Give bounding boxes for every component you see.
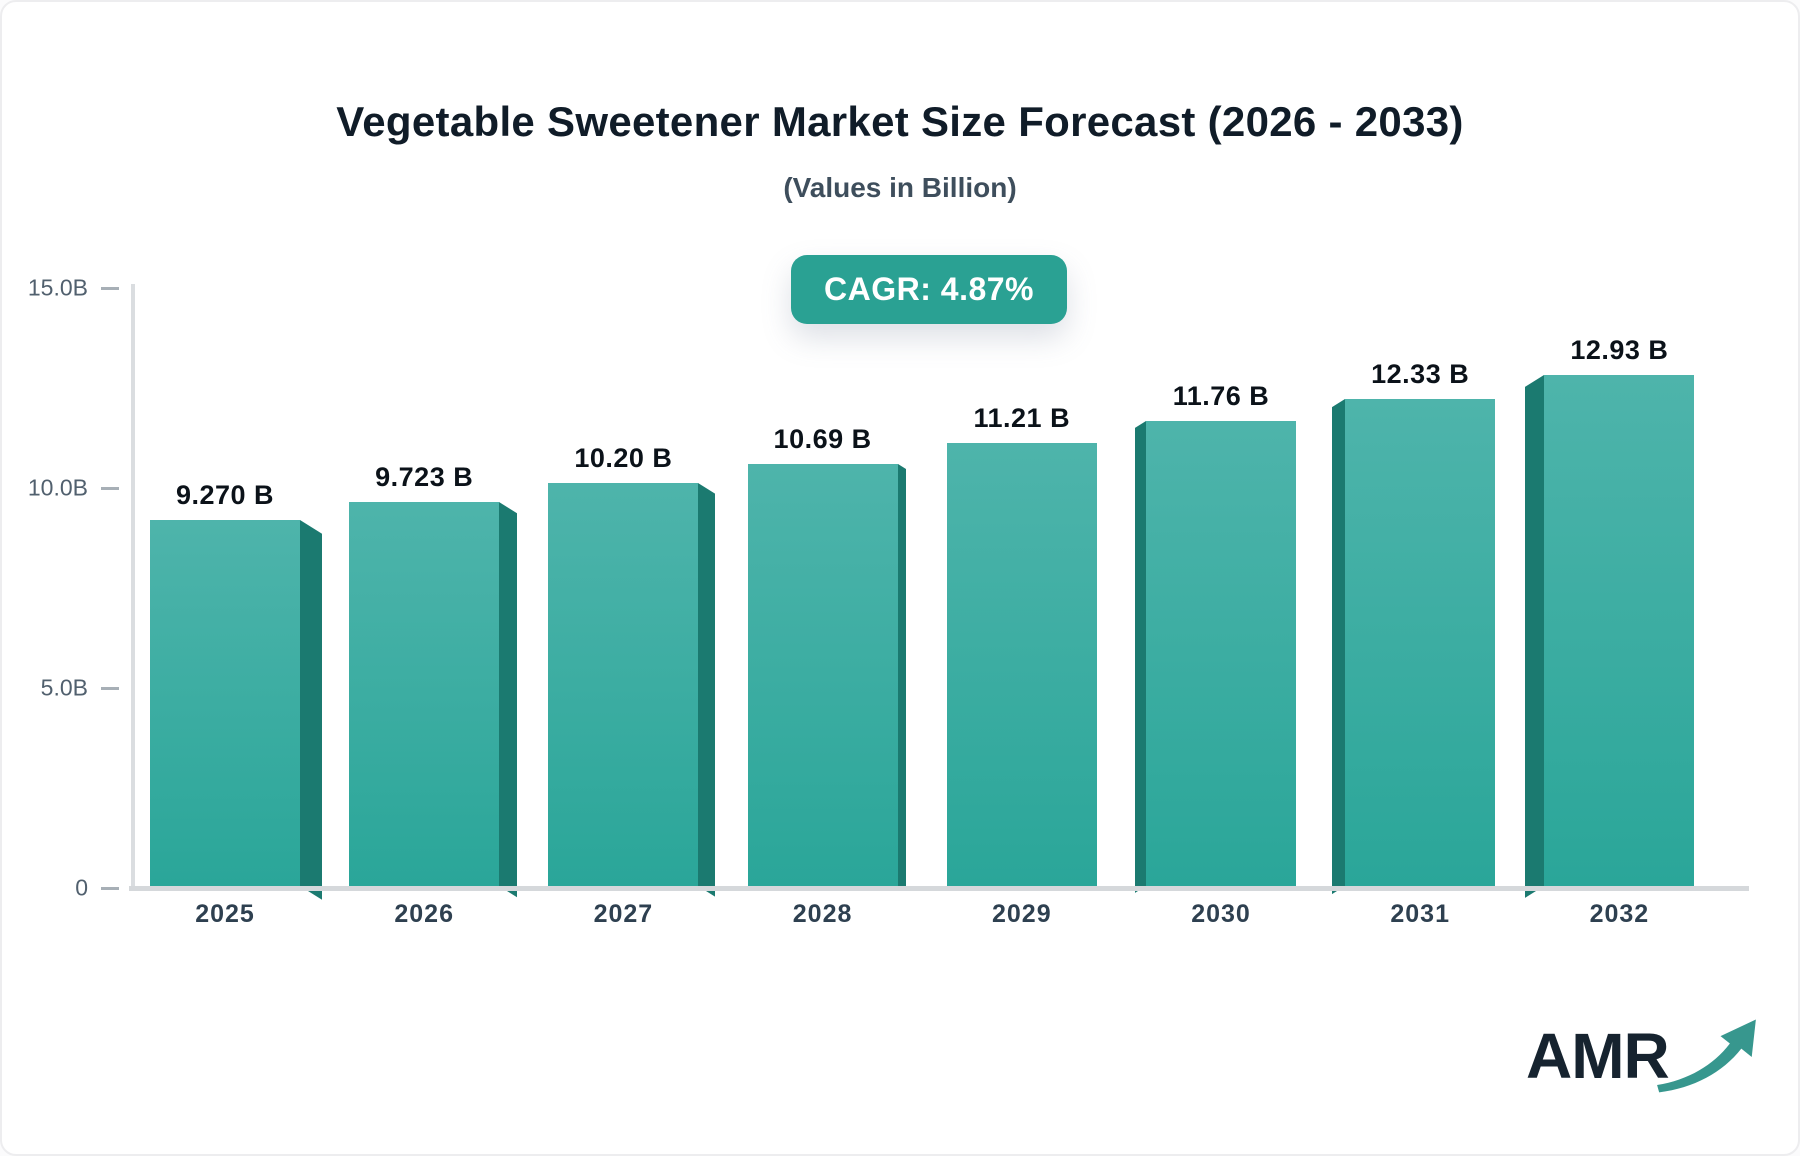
bar-2026: [349, 501, 500, 886]
x-axis-label-2027: 2027: [593, 900, 654, 928]
bar-3d-side: [1135, 421, 1146, 893]
x-axis-label-2029: 2029: [991, 900, 1052, 928]
chart-subtitle: (Values in Billion): [783, 172, 1017, 203]
y-axis-tick-label: 5.0B: [40, 674, 88, 701]
y-axis-tick-mark: [101, 686, 119, 690]
bar-value-label: 9.723 B: [375, 461, 474, 492]
bar-value-label: 11.76 B: [1172, 381, 1270, 412]
x-axis-label-2025: 2025: [195, 900, 255, 928]
x-axis-line: [129, 886, 1749, 891]
x-axis-label-2032: 2032: [1589, 900, 1650, 928]
bar-2029: [946, 443, 1097, 886]
bar-2032: [1544, 375, 1695, 886]
cagr-badge-label: CAGR: 4.87%: [824, 271, 1034, 307]
bar-3d-side: [897, 463, 906, 891]
y-axis-tick-label: 0: [75, 874, 88, 901]
bar-value-label: 9.270 B: [175, 479, 275, 510]
bar-value-label: 11.21 B: [973, 403, 1071, 434]
bar-3d-side: [698, 483, 716, 897]
x-axis-label-2028: 2028: [792, 900, 853, 928]
y-axis-tick-mark: [101, 486, 119, 490]
amr-logo-text: AMR: [1526, 1020, 1670, 1092]
bar-3d-side: [1525, 375, 1545, 898]
bar-2031: [1345, 398, 1496, 886]
bar-3d-side: [300, 519, 322, 900]
y-axis-tick-label: 15.0B: [27, 274, 88, 301]
cagr-badge: CAGR: 4.87%: [791, 255, 1067, 324]
bar-value-label: 12.93 B: [1570, 335, 1669, 366]
bar-3d-side: [499, 501, 518, 898]
bar-2028: [747, 463, 898, 886]
bar-3d-side: [1332, 398, 1346, 895]
bar-value-label: 10.69 B: [773, 423, 872, 454]
y-axis-tick-mark: [101, 286, 119, 290]
y-axis-line: [131, 284, 135, 891]
y-axis-tick-label: 10.0B: [27, 474, 88, 501]
x-axis-label-2031: 2031: [1390, 900, 1450, 928]
bar-2027: [548, 483, 699, 886]
bar-2030: [1146, 421, 1296, 886]
chart-title: Vegetable Sweetener Market Size Forecast…: [336, 98, 1464, 145]
x-axis-label-2026: 2026: [394, 900, 454, 928]
amr-logo: AMR: [1526, 1019, 1759, 1100]
trend-up-arrow-icon: [1656, 1019, 1756, 1093]
y-axis-tick-mark: [101, 886, 119, 890]
x-axis-label-2030: 2030: [1191, 900, 1251, 928]
bar-2025: [150, 519, 300, 886]
bar-value-label: 10.20 B: [574, 443, 673, 474]
bar-value-label: 12.33 B: [1371, 358, 1470, 389]
